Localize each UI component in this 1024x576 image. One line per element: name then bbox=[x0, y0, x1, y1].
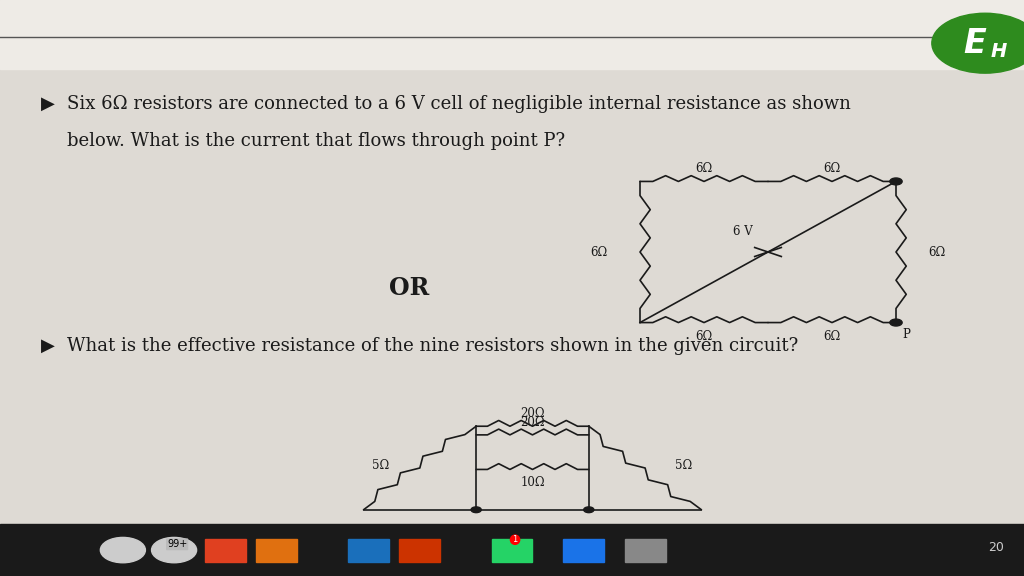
Text: ▶: ▶ bbox=[41, 336, 55, 355]
Text: E: E bbox=[964, 27, 986, 60]
Text: 6Ω: 6Ω bbox=[591, 245, 607, 259]
Text: ▶: ▶ bbox=[41, 94, 55, 113]
Text: 6Ω: 6Ω bbox=[929, 245, 945, 259]
Text: 6Ω: 6Ω bbox=[823, 331, 841, 343]
Circle shape bbox=[152, 537, 197, 563]
Bar bbox=[256, 539, 297, 562]
Bar bbox=[563, 539, 604, 562]
Text: 5Ω: 5Ω bbox=[373, 458, 389, 472]
Bar bbox=[0, 524, 1024, 576]
Bar bbox=[625, 539, 666, 562]
Bar bbox=[492, 539, 532, 562]
Circle shape bbox=[890, 319, 902, 326]
Text: 5Ω: 5Ω bbox=[676, 458, 692, 472]
Text: OR: OR bbox=[389, 276, 430, 300]
Circle shape bbox=[471, 507, 481, 513]
Circle shape bbox=[100, 537, 145, 563]
Text: What is the effective resistance of the nine resistors shown in the given circui: What is the effective resistance of the … bbox=[67, 336, 798, 355]
Text: 6Ω: 6Ω bbox=[695, 331, 713, 343]
Text: H: H bbox=[990, 43, 1007, 61]
Text: 20: 20 bbox=[987, 541, 1004, 554]
Text: 99+: 99+ bbox=[167, 539, 187, 550]
Circle shape bbox=[890, 178, 902, 185]
Text: 6Ω: 6Ω bbox=[823, 162, 841, 175]
Text: Six 6Ω resistors are connected to a 6 V cell of negligible internal resistance a: Six 6Ω resistors are connected to a 6 V … bbox=[67, 94, 851, 113]
Circle shape bbox=[932, 13, 1024, 73]
Text: 1: 1 bbox=[512, 535, 518, 544]
Text: 20Ω: 20Ω bbox=[520, 407, 545, 420]
Text: 20Ω: 20Ω bbox=[520, 416, 545, 429]
Circle shape bbox=[584, 507, 594, 513]
Bar bbox=[348, 539, 389, 562]
Text: P: P bbox=[902, 328, 910, 340]
Bar bbox=[399, 539, 440, 562]
Text: 10Ω: 10Ω bbox=[520, 476, 545, 488]
Text: below. What is the current that flows through point P?: below. What is the current that flows th… bbox=[67, 132, 564, 150]
Text: 6Ω: 6Ω bbox=[695, 162, 713, 175]
Bar bbox=[0, 0, 1024, 69]
Bar bbox=[205, 539, 246, 562]
Text: 6 V: 6 V bbox=[732, 225, 753, 238]
